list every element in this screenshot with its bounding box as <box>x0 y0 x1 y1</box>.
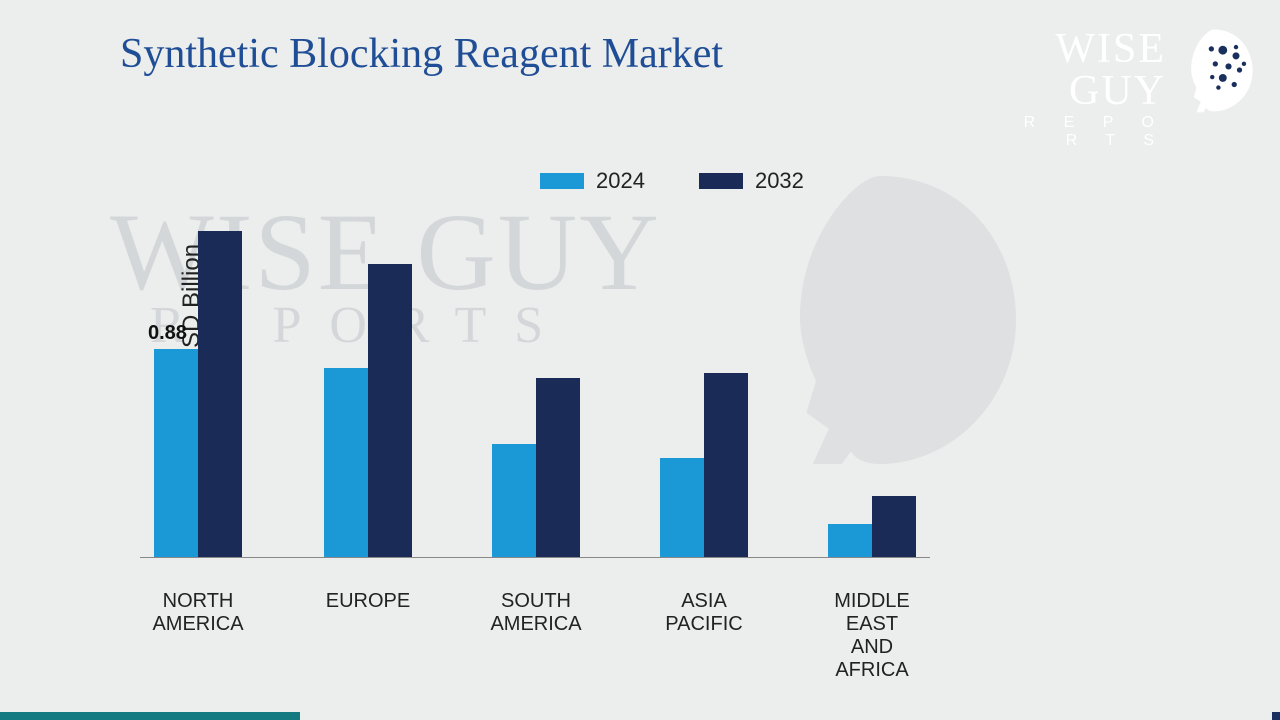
x-axis-label: EUROPE <box>298 590 438 613</box>
plot-area: 0.88 <box>140 204 930 558</box>
bar-value-label: 0.88 <box>148 322 187 345</box>
bar-2032 <box>198 231 242 557</box>
page-title: Synthetic Blocking Reagent Market <box>120 30 723 78</box>
accent-chip <box>1272 712 1280 720</box>
bar-2032 <box>536 378 580 557</box>
bar-2032 <box>368 264 412 557</box>
accent-strip <box>0 712 300 720</box>
bar-group <box>828 496 916 557</box>
logo-text-line2: R E P O R T S <box>988 114 1258 150</box>
bar-2024 <box>324 368 368 557</box>
logo-head-icon <box>1170 26 1258 114</box>
x-axis-label: ASIAPACIFIC <box>634 590 774 636</box>
bar-2032 <box>872 496 916 557</box>
bar-2024 <box>828 524 872 557</box>
bar-group <box>154 231 242 557</box>
x-axis-label: NORTHAMERICA <box>128 590 268 636</box>
bar-2024 <box>154 349 198 557</box>
bar-2024 <box>660 458 704 557</box>
bar-2024 <box>492 444 536 557</box>
bar-chart: Market Size in USD Billion 0.88 NORTHAME… <box>100 184 930 584</box>
x-axis-label: SOUTHAMERICA <box>466 590 606 636</box>
x-axis-label: MIDDLEEASTANDAFRICA <box>802 590 942 682</box>
bar-2032 <box>704 373 748 557</box>
x-axis-labels: NORTHAMERICAEUROPESOUTHAMERICAASIAPACIFI… <box>140 590 930 710</box>
bar-group <box>324 264 412 557</box>
page: WISE GUY REPORTS Synthetic Blocking Reag… <box>0 0 1280 720</box>
brand-logo: WISE GUY R E P O R T S <box>988 28 1258 150</box>
bar-group <box>660 373 748 557</box>
bar-group <box>492 378 580 557</box>
